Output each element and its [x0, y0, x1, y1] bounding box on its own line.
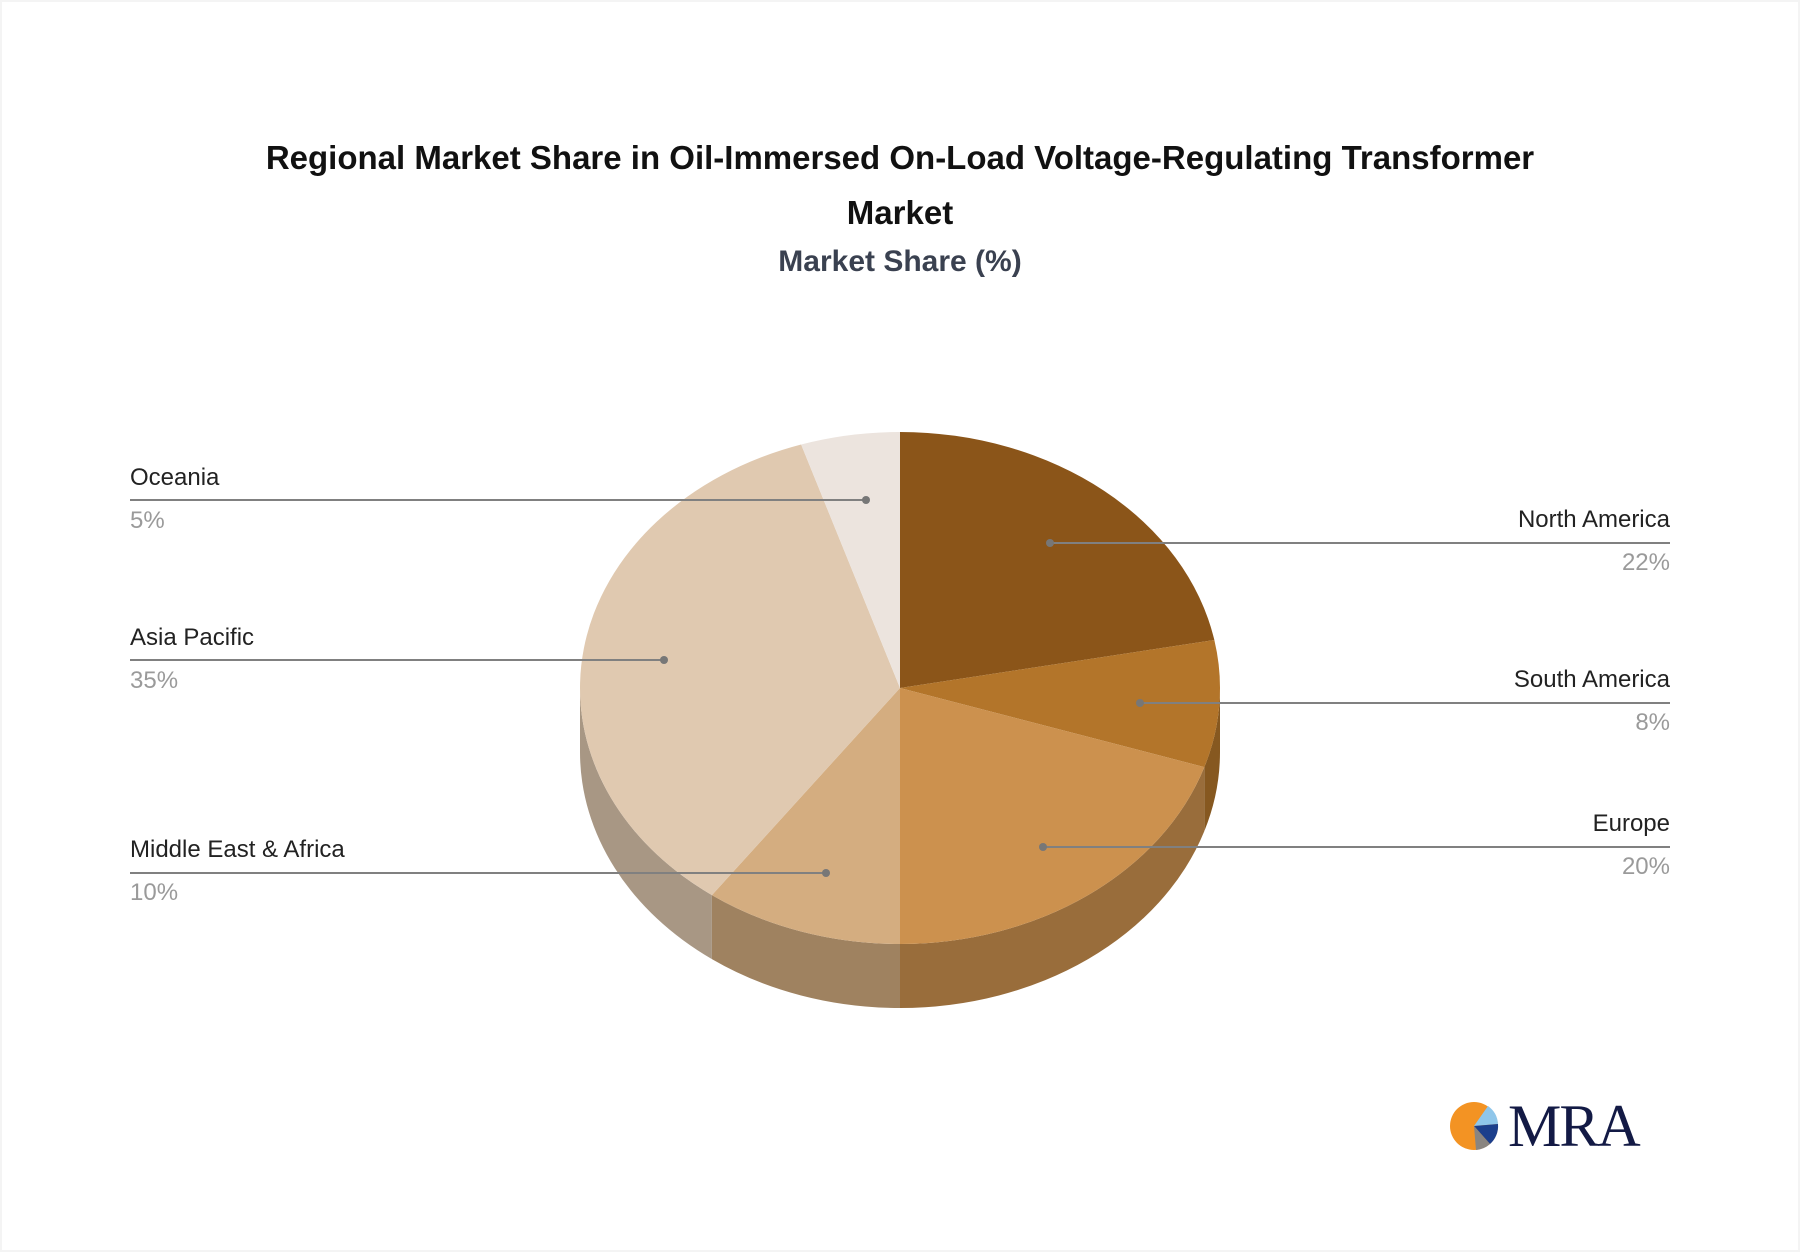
value-south-america: 8% — [1635, 709, 1670, 736]
label-south-america: South America — [1513, 666, 1670, 693]
pie-logo-icon — [1450, 1102, 1499, 1150]
leader-dot-north-america — [1046, 539, 1054, 547]
value-north-america: 22% — [1621, 549, 1670, 576]
value-oceania: 5% — [130, 507, 165, 534]
leader-dot-europe — [1039, 843, 1047, 851]
chart-title-line-1: Regional Market Share in Oil-Immersed On… — [265, 139, 1535, 176]
pie-side-walls — [580, 688, 1220, 1008]
chart-title: Regional Market Share in Oil-Immersed On… — [0, 130, 1800, 240]
pie-slice-middle-east-africa[interactable] — [711, 688, 900, 944]
pie-side-europe — [900, 767, 1205, 1008]
pie-side-asia-pacific — [580, 688, 712, 960]
value-asia-pacific: 35% — [130, 667, 179, 694]
leader-dot-south-america — [1136, 699, 1144, 707]
leader-dot-middle-east-africa — [822, 869, 830, 877]
chart-title-line-2: Market — [846, 194, 954, 231]
pie-side-south-america — [1204, 688, 1220, 832]
pie-slice-europe[interactable] — [900, 688, 1205, 944]
label-oceania: Oceania — [130, 464, 220, 491]
leader-dot-asia-pacific — [660, 656, 668, 664]
mra-logo: MRA — [1448, 1094, 1641, 1158]
logo-text: MRA — [1508, 1093, 1641, 1159]
chart-subtitle: Market Share (%) — [778, 245, 1022, 278]
pie-top — [580, 432, 1221, 944]
pie-slice-south-america[interactable] — [900, 640, 1221, 768]
leader-lines — [130, 496, 1670, 877]
pie-slice-north-america[interactable] — [900, 432, 1215, 688]
value-europe: 20% — [1621, 853, 1670, 880]
label-north-america: North America — [1517, 506, 1670, 533]
pie-side-middle-east-africa — [711, 895, 900, 1008]
label-asia-pacific: Asia Pacific — [130, 624, 255, 651]
label-middle-east-africa: Middle East & Africa — [130, 836, 345, 863]
leader-dot-oceania — [862, 496, 870, 504]
pie-slice-oceania[interactable] — [801, 432, 900, 688]
label-europe: Europe — [1592, 810, 1670, 837]
value-middle-east-africa: 10% — [130, 879, 179, 906]
pie-slice-asia-pacific[interactable] — [580, 444, 900, 896]
